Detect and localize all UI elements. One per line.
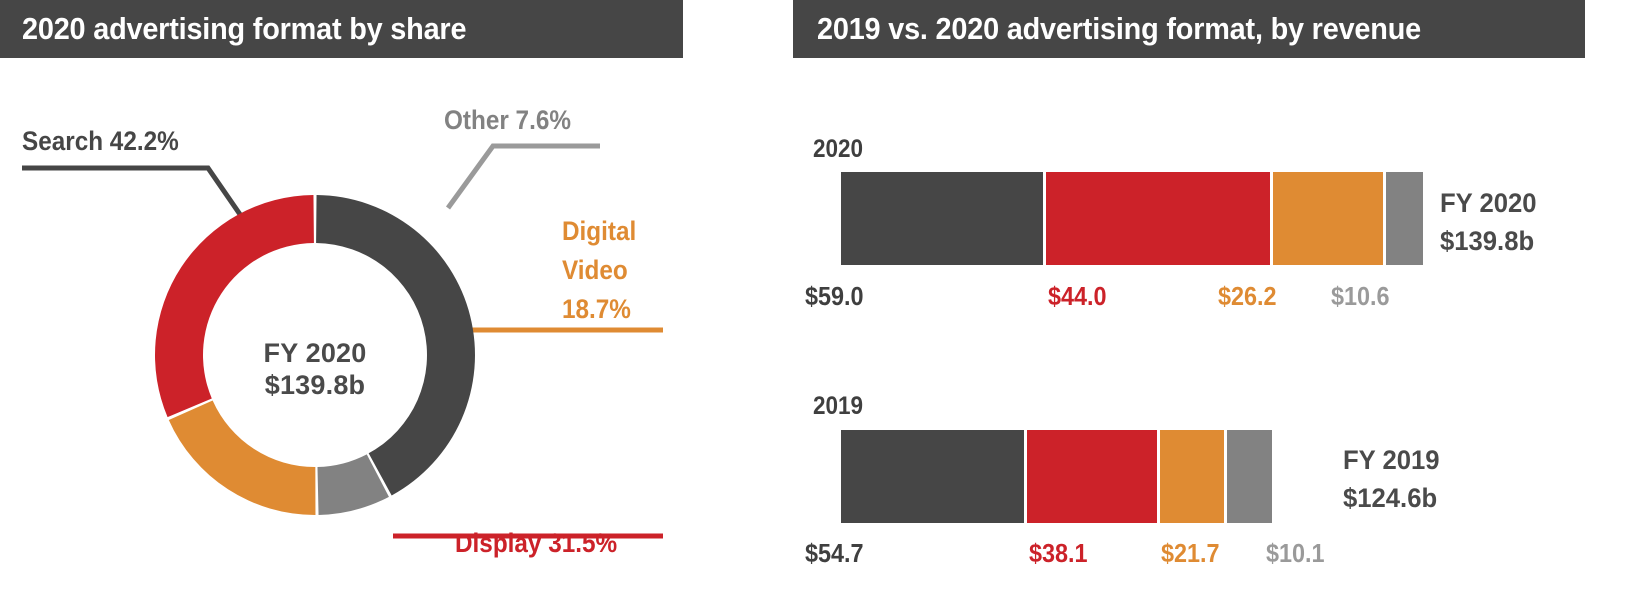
- stacked-bar-chart-panel: 2019 vs. 2020 advertising format, by rev…: [793, 0, 1625, 592]
- bar-segment-other-2019: [1227, 430, 1272, 523]
- bar-value-search-2019: $54.7: [805, 538, 864, 568]
- bar-segment-digital-video-2019: [1160, 430, 1224, 523]
- fy-total-2019-line1: FY 2019: [1343, 445, 1440, 475]
- fy-total-2020-line1: FY 2020: [1440, 188, 1537, 218]
- bar-value-digital-video-2020: $26.2: [1218, 281, 1277, 311]
- donut-center-value-label: $139.8b: [264, 370, 366, 400]
- callout-label-digital-video-line2: Video: [562, 255, 628, 285]
- callout-label-other: Other 7.6%: [444, 105, 571, 135]
- bar-value-other-2019: $10.1: [1266, 538, 1325, 568]
- left-panel-title-bar: 2020 advertising format by share: [0, 0, 683, 58]
- bar-gap: [1383, 172, 1386, 265]
- bar-segment-display-2019: [1027, 430, 1157, 523]
- bar-gap: [1043, 172, 1046, 265]
- bar-segment-display-2020: [1046, 172, 1270, 265]
- left-panel-title: 2020 advertising format by share: [22, 11, 467, 46]
- donut-center-fy-label: FY 2020: [263, 338, 367, 368]
- bar-value-digital-video-2019: $21.7: [1161, 538, 1220, 568]
- right-panel-title-bar: 2019 vs. 2020 advertising format, by rev…: [793, 0, 1585, 58]
- bar-gap: [1270, 172, 1273, 265]
- bar-gap: [1157, 430, 1160, 523]
- bar-gap: [1224, 430, 1227, 523]
- callout-label-digital-video: Digital Video 18.7%: [562, 212, 636, 329]
- search-leader-line: [22, 165, 251, 228]
- bar-segment-other-2020: [1386, 172, 1423, 265]
- callout-label-digital-video-line3: 18.7%: [562, 294, 631, 324]
- bar-value-display-2019: $38.1: [1029, 538, 1088, 568]
- bar-gap: [1024, 430, 1027, 523]
- fy-total-2019: FY 2019 $124.6b: [1343, 441, 1440, 517]
- stacked-bar-2019: [841, 430, 1272, 523]
- donut-arc-digital-video: [168, 400, 316, 516]
- bar-value-display-2020: $44.0: [1048, 281, 1107, 311]
- donut-chart-panel: 2020 advertising format by share FY 2020…: [0, 0, 690, 592]
- bar-segment-search-2020: [841, 172, 1043, 265]
- bar-group-year-label-2020: 2020: [813, 135, 864, 163]
- other-leader-line: [445, 143, 600, 210]
- callout-label-digital-video-line1: Digital: [562, 216, 637, 246]
- fy-total-2019-line2: $124.6b: [1343, 483, 1438, 513]
- donut-arc-search: [316, 195, 475, 496]
- bar-value-search-2020: $59.0: [805, 281, 864, 311]
- callout-label-display: Display 31.5%: [455, 528, 618, 558]
- donut-arc-display: [155, 195, 314, 418]
- bar-value-other-2020: $10.6: [1331, 281, 1390, 311]
- donut-chart-graphic: [22, 143, 663, 539]
- fy-total-2020-line2: $139.8b: [1440, 226, 1535, 256]
- stacked-bar-2020: [841, 172, 1423, 265]
- fy-total-2020: FY 2020 $139.8b: [1440, 184, 1537, 260]
- donut-arc-other: [317, 454, 389, 515]
- bar-group-year-label-2019: 2019: [813, 392, 864, 420]
- donut-ring: [155, 195, 475, 516]
- bar-segment-digital-video-2020: [1273, 172, 1383, 265]
- right-panel-title: 2019 vs. 2020 advertising format, by rev…: [817, 11, 1421, 46]
- bar-segment-search-2019: [841, 430, 1024, 523]
- callout-label-search: Search 42.2%: [22, 126, 179, 156]
